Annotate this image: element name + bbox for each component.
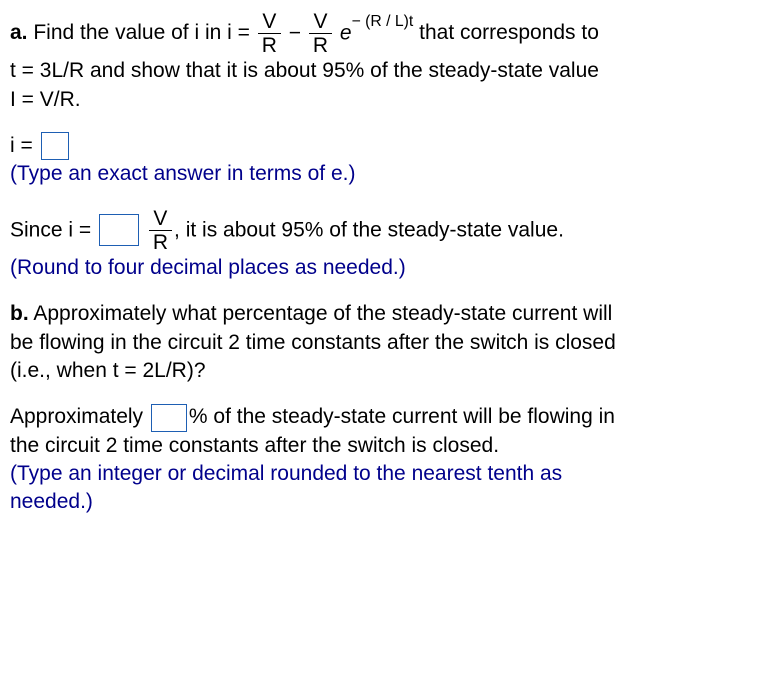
part-a-question: a. Find the value of i in i = V R − V R … (10, 10, 770, 114)
part-a-lead: Find the value of i in i = (33, 21, 250, 44)
part-a-line3: I = V/R. (10, 88, 81, 111)
part-b-answer: Approximately % of the steady-state curr… (10, 403, 770, 516)
since-trail: it is about 95% of the steady-state valu… (186, 218, 564, 241)
fraction-v-r-since: V R (149, 207, 172, 254)
part-b-question: b. Approximately what percentage of the … (10, 300, 770, 385)
since-row: Since i = V R , it is about 95% of the s… (10, 207, 770, 283)
hint-round4: (Round to four decimal places as needed.… (10, 256, 406, 279)
hint-tenth-1: (Type an integer or decimal rounded to t… (10, 462, 562, 485)
since-comma: , (174, 218, 180, 241)
input-i-exact[interactable] (41, 132, 69, 160)
part-b-q3: (i.e., when t = 2L/R)? (10, 359, 206, 382)
part-b-q1: Approximately what percentage of the ste… (33, 302, 612, 325)
approx-lead: Approximately (10, 405, 143, 428)
fraction-v-r-2: V R (309, 10, 332, 57)
since-lead: Since i = (10, 218, 91, 241)
answer-i-row: i = (Type an exact answer in terms of e.… (10, 132, 770, 189)
part-a-trail: that corresponds to (419, 21, 599, 44)
approx-pct-trail: % of the steady-state current will be fl… (189, 405, 615, 428)
part-b-label: b. (10, 302, 29, 325)
part-a-label: a. (10, 21, 28, 44)
hint-exact: (Type an exact answer in terms of e.) (10, 162, 355, 185)
e-base: e (340, 21, 352, 44)
minus-sign: − (289, 21, 301, 44)
input-percent[interactable] (151, 404, 187, 432)
part-a-line2: t = 3L/R and show that it is about 95% o… (10, 59, 599, 82)
exponent: − (R / L)t (352, 13, 414, 30)
i-equals-label: i = (10, 134, 33, 157)
input-i-decimal[interactable] (99, 214, 139, 246)
part-b-q2: be flowing in the circuit 2 time constan… (10, 331, 616, 354)
hint-tenth-2: needed.) (10, 490, 93, 513)
fraction-v-r-1: V R (258, 10, 281, 57)
approx-line2: the circuit 2 time constants after the s… (10, 434, 499, 457)
